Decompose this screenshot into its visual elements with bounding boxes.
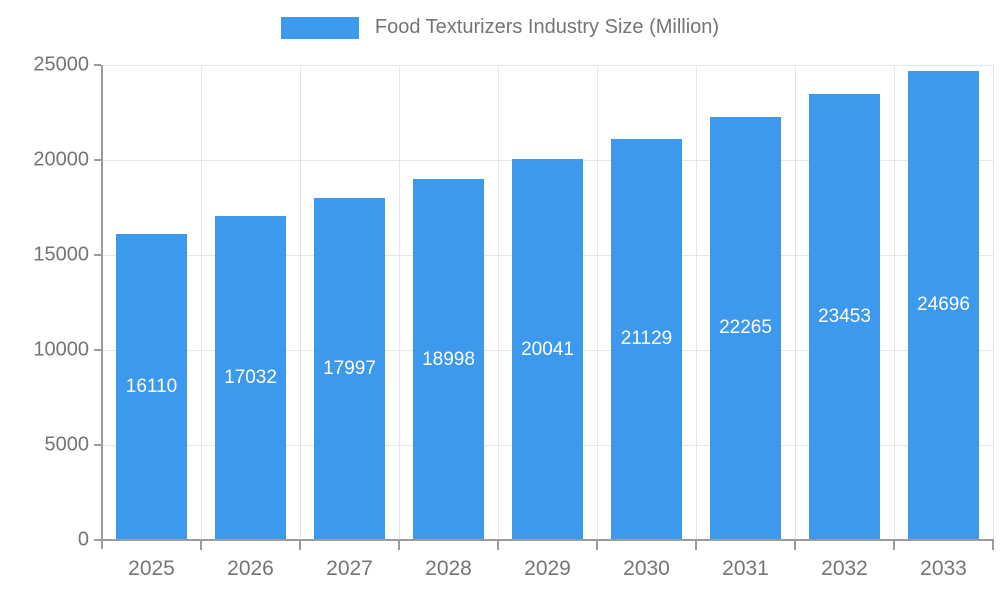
x-axis-label: 2030 [623,557,670,580]
y-axis-tick [94,64,101,66]
x-axis-label: 2029 [524,557,571,580]
v-gridline [992,65,994,540]
v-gridline [893,65,895,540]
x-axis-tick [695,541,697,550]
bar-value-label: 17997 [323,358,376,380]
x-axis-label: 2028 [425,557,472,580]
x-axis-tick [299,541,301,550]
bar-value-label: 22265 [719,317,772,339]
legend-label: Food Texturizers Industry Size (Million) [374,16,720,38]
y-axis-label: 10000 [33,338,89,361]
x-axis-tick [398,541,400,550]
bar [116,233,187,540]
y-axis-label: 20000 [33,148,89,171]
v-gridline [794,65,796,540]
bar [809,94,880,540]
y-axis-line [101,65,103,549]
v-gridline [398,65,400,540]
x-axis-tick [200,541,202,550]
y-axis-label: 15000 [33,243,89,266]
v-gridline [497,65,499,540]
y-axis-tick [94,159,101,161]
x-axis-tick [596,541,598,550]
legend-swatch-icon [280,16,359,39]
x-axis-tick [794,541,796,550]
chart-legend[interactable]: Food Texturizers Industry Size (Million) [0,16,1000,39]
bar [314,198,385,540]
bar [512,159,583,540]
plot-area: 0 5000 10000 15000 20000 25000 16110 2025 17032 2… [33,54,994,580]
h-gridline [102,64,993,66]
x-axis-label: 2027 [326,557,373,580]
x-axis-tick [497,541,499,550]
bar-value-label: 18998 [422,348,475,370]
y-axis-tick [94,349,101,351]
x-axis-label: 2033 [920,557,967,580]
v-gridline [299,65,301,540]
v-gridline [596,65,598,540]
bar [908,70,979,540]
bar-value-label: 21129 [620,328,673,350]
x-axis-tick [992,541,994,550]
y-axis-tick [94,444,101,446]
x-axis-label: 2032 [821,557,868,580]
bar-value-label: 20041 [521,338,574,360]
bar-value-label: 23453 [818,306,871,328]
x-axis-label: 2025 [128,557,175,580]
v-gridline [695,65,697,540]
bar [215,216,286,540]
bar [611,138,682,540]
bar [710,116,781,540]
x-axis-label: 2026 [227,557,274,580]
bar-value-label: 17032 [224,367,277,389]
y-axis-tick [94,254,101,256]
y-axis-label: 0 [77,528,89,551]
bar [413,179,484,540]
y-axis-label: 5000 [44,433,90,456]
x-axis-line [94,539,994,541]
bar-value-label: 16110 [125,375,178,397]
x-axis-label: 2031 [722,557,769,580]
x-axis-tick [893,541,895,550]
v-gridline [200,65,202,540]
y-axis-label: 25000 [33,53,89,76]
bar-value-label: 24696 [917,294,970,316]
